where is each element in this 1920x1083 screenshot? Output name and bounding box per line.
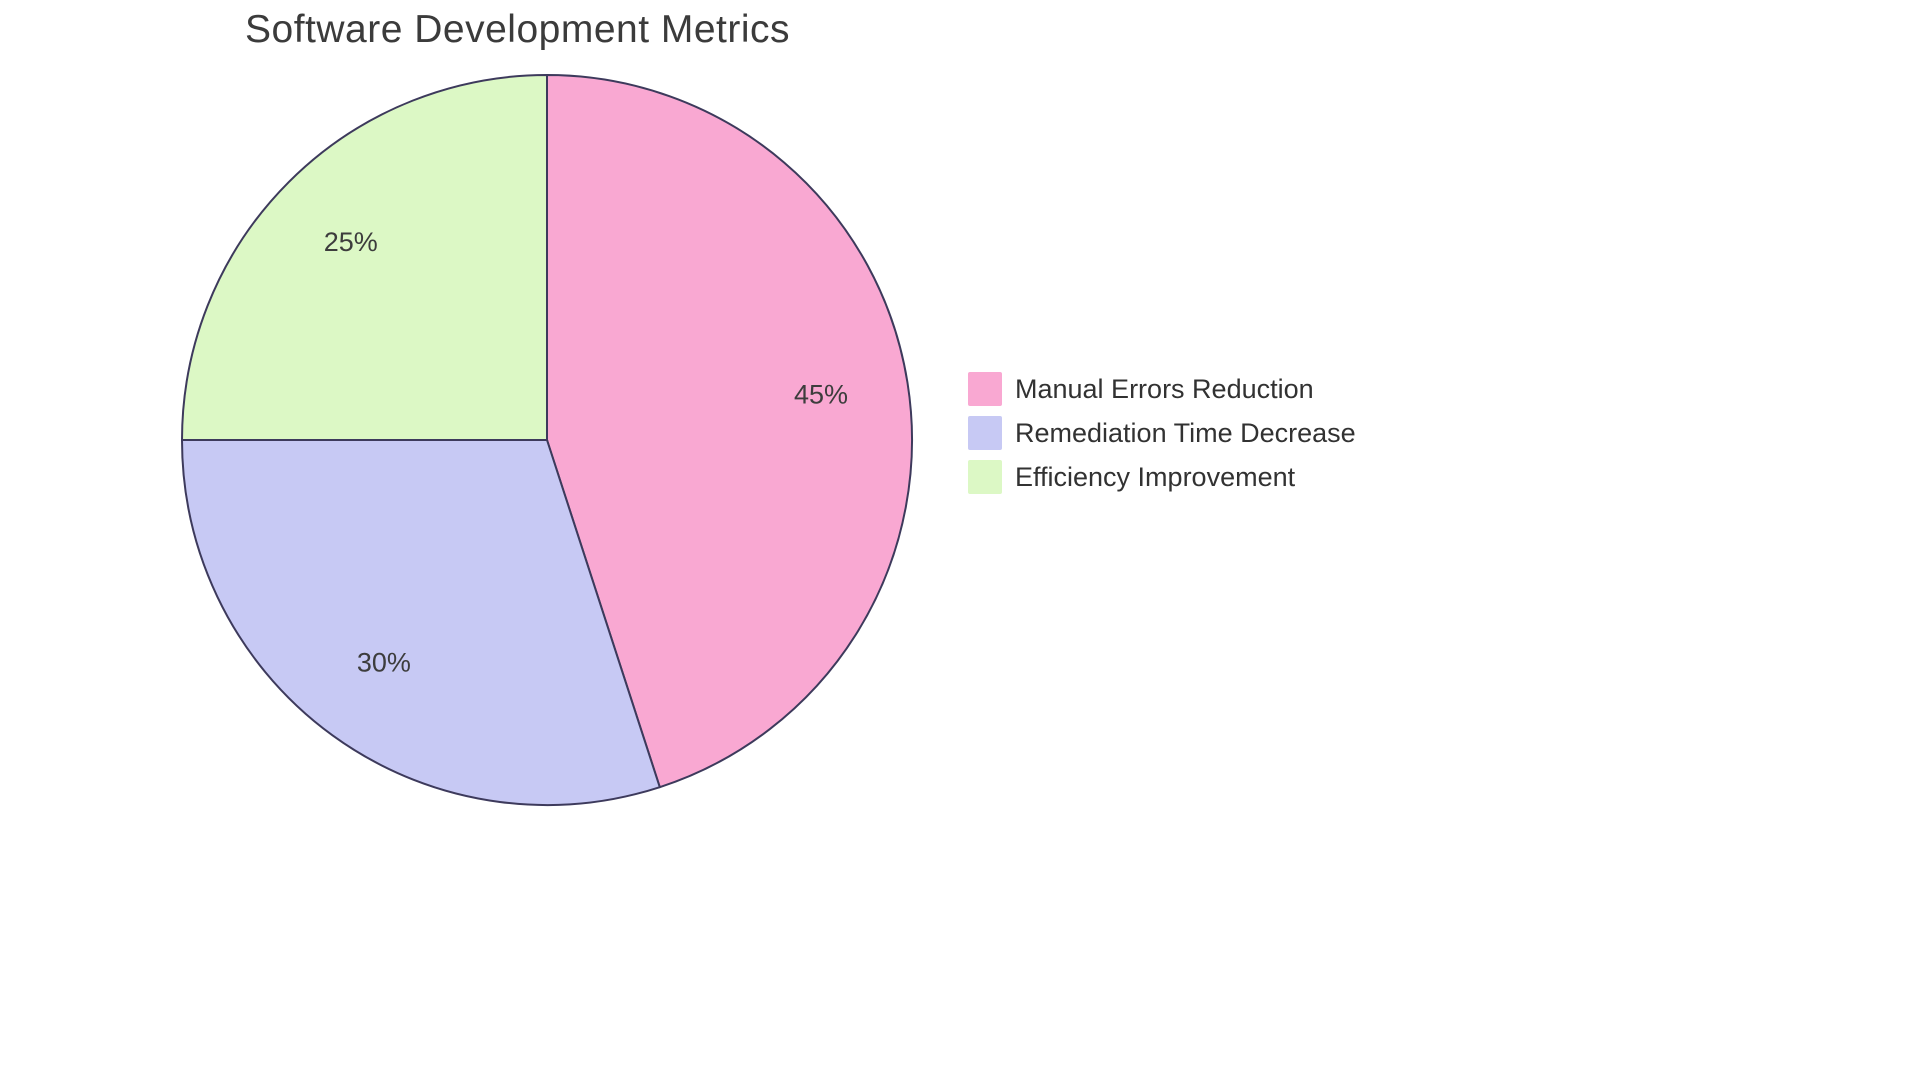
pie-slice-0 <box>546 74 914 789</box>
slice-label-0: 45% <box>794 380 848 410</box>
legend-item-2: Efficiency Improvement <box>968 460 1356 494</box>
chart-title: Software Development Metrics <box>245 8 791 51</box>
legend-swatch-0 <box>968 372 1002 406</box>
legend-item-0: Manual Errors Reduction <box>968 372 1356 406</box>
legend-swatch-1 <box>968 416 1002 450</box>
slice-label-1: 30% <box>357 648 411 678</box>
legend-label-1: Remediation Time Decrease <box>1015 417 1356 448</box>
legend-item-1: Remediation Time Decrease <box>968 416 1356 450</box>
pie-slice-2 <box>181 74 548 441</box>
slice-label-2: 25% <box>324 227 378 257</box>
legend: Manual Errors Reduction Remediation Time … <box>968 372 1356 494</box>
legend-label-2: Efficiency Improvement <box>1015 461 1296 492</box>
legend-label-0: Manual Errors Reduction <box>1015 373 1314 404</box>
pie-slice-1 <box>181 439 661 806</box>
legend-swatch-2 <box>968 460 1002 494</box>
